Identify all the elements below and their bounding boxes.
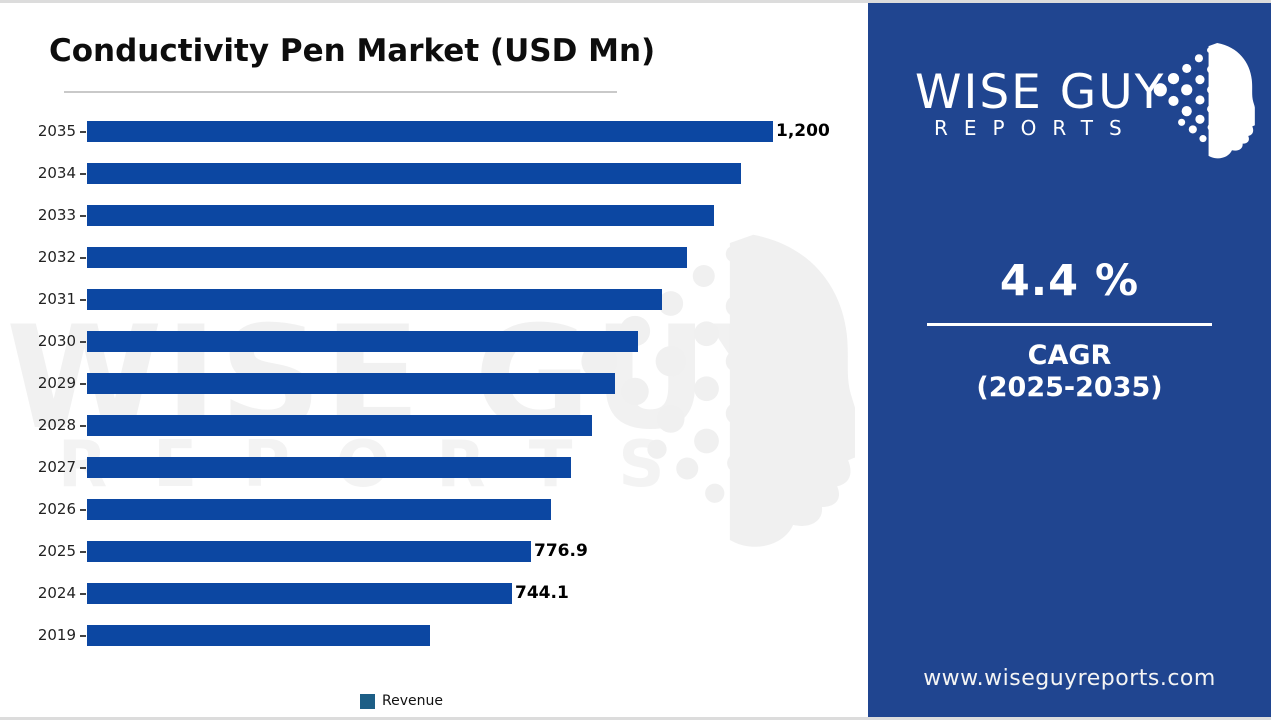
bar-value-label: 744.1 [515,583,569,603]
year-label: 2019 [37,626,76,644]
bar-row: 2029 [0,373,868,394]
brand-logo: WISE GUY REPORTS [868,40,1271,180]
year-label: 2026 [37,500,76,518]
brand-name: WISE GUY [915,65,1166,120]
year-label: 2028 [37,416,76,434]
axis-tick [80,215,86,217]
revenue-bar [87,121,773,142]
bar-row: 2024 744.1 [0,583,868,604]
cagr-value: 4.4 % [999,256,1140,306]
year-label: 2027 [37,458,76,476]
year-label: 2031 [37,290,76,308]
axis-tick [80,299,86,301]
year-label: 2025 [37,542,76,560]
year-label: 2029 [37,374,76,392]
axis-tick [80,635,86,637]
axis-tick [80,257,86,259]
bar-row: 2026 [0,499,868,520]
revenue-bar [87,499,551,520]
revenue-bar [87,373,615,394]
revenue-bar [87,583,512,604]
bar-row: 2034 [0,163,868,184]
chart-title: Conductivity Pen Market (USD Mn) [49,33,656,69]
bar-value-label: 1,200 [776,121,830,141]
year-label: 2033 [37,206,76,224]
bar-row: 2035 1,200 [0,121,868,142]
bottom-edge-line [0,717,1271,720]
revenue-bar [87,541,531,562]
axis-tick [80,425,86,427]
axis-tick [80,467,86,469]
axis-tick [80,341,86,343]
title-underline [64,91,617,93]
year-label: 2030 [37,332,76,350]
year-label: 2032 [37,248,76,266]
axis-tick [80,593,86,595]
top-edge-line [0,0,1271,3]
bar-row: 2019 [0,625,868,646]
legend-swatch [360,694,375,709]
bar-row: 2030 [0,331,868,352]
bar-row: 2031 [0,289,868,310]
bar-row: 2025 776.9 [0,541,868,562]
cagr-divider [927,323,1212,326]
revenue-bar [87,289,662,310]
bar-value-label: 776.9 [534,541,588,561]
axis-tick [80,173,86,175]
legend-label: Revenue [382,693,443,709]
legend: Revenue [360,694,443,709]
axis-tick [80,509,86,511]
revenue-bar [87,163,741,184]
year-label: 2035 [37,122,76,140]
cagr-label-line2: (2025-2035) [976,372,1163,403]
axis-tick [80,131,86,133]
bar-row: 2033 [0,205,868,226]
axis-tick [80,383,86,385]
revenue-bar [87,415,592,436]
revenue-bar [87,625,430,646]
year-label: 2034 [37,164,76,182]
brand-subname: REPORTS [934,116,1138,140]
website-url: www.wiseguyreports.com [923,666,1216,691]
revenue-bar [87,331,638,352]
revenue-bar [87,205,714,226]
brand-panel: WISE GUY REPORTS 4.4 % CAGR (2025-2035) … [868,0,1271,720]
bar-row: 2027 [0,457,868,478]
revenue-bar [87,457,571,478]
cagr-label-line1: CAGR [1027,340,1112,371]
year-label: 2024 [37,584,76,602]
chart-area: WISE GUY REPORTS Conductivity Pen Market… [0,33,868,709]
bar-row: 2032 [0,247,868,268]
bar-row: 2028 [0,415,868,436]
axis-tick [80,551,86,553]
head-logo-icon [1151,42,1257,164]
cagr-block: 4.4 % CAGR (2025-2035) [868,256,1271,404]
bar-plot: 2035 1,200 2034 2033 2032 2031 2030 2029… [0,121,868,646]
cagr-label: CAGR (2025-2035) [868,340,1271,404]
revenue-bar [87,247,687,268]
